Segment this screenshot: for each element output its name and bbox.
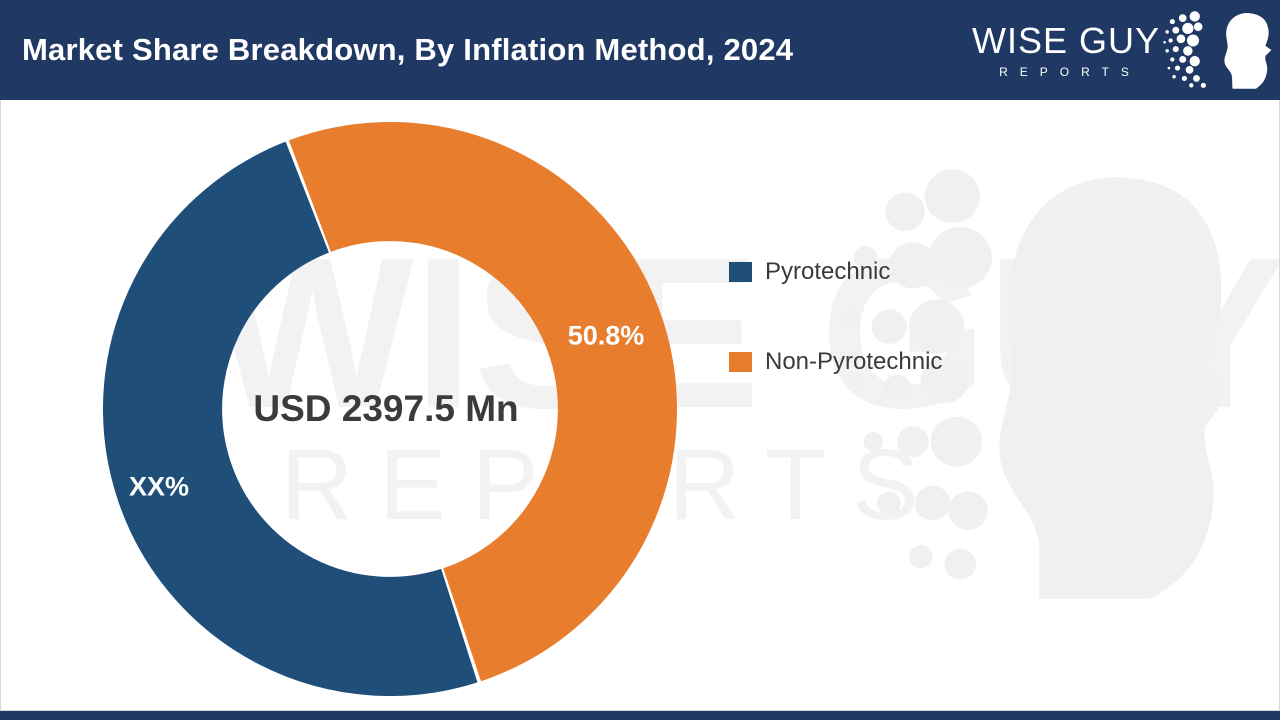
donut-segment-pyrotechnic: [103, 122, 677, 696]
footer-bar: [0, 711, 1280, 720]
brand-subname: REPORTS: [999, 64, 1141, 79]
brand-name: WISE GUY: [971, 19, 1160, 61]
legend-label-pyrotechnic: Pyrotechnic: [765, 258, 891, 285]
donut-segment-non-pyrotechnic: [103, 122, 677, 696]
chart-canvas: WISE GUY REPORTS 50.8% XX% USD 2397.5 Mn…: [0, 100, 1280, 711]
donut-center-value: USD 2397.5 Mn: [253, 388, 519, 429]
donut-chart-area: 50.8% XX% USD 2397.5 Mn: [103, 122, 677, 696]
watermark-face-icon: [839, 169, 1221, 599]
header-bar: Market Share Breakdown, By Inflation Met…: [0, 0, 1280, 100]
legend-item-pyrotechnic: Pyrotechnic: [729, 258, 942, 286]
slice-label-pyrotechnic: XX%: [128, 471, 190, 502]
slice-label-non-pyrotechnic: 50.8%: [567, 320, 645, 351]
brand-face-icon: [1163, 11, 1272, 89]
brand-logo: WISE GUY REPORTS: [972, 11, 1274, 89]
donut-chart: [103, 122, 677, 696]
legend-swatch-non-pyrotechnic: [729, 352, 752, 372]
brand-logo-text: WISE GUY REPORTS: [971, 19, 1160, 79]
legend-swatch-pyrotechnic: [729, 262, 752, 282]
chart-legend: Pyrotechnic Non-Pyrotechnic: [729, 258, 942, 376]
legend-label-non-pyrotechnic: Non-Pyrotechnic: [765, 348, 943, 375]
page-title: Market Share Breakdown, By Inflation Met…: [22, 32, 794, 67]
legend-item-non-pyrotechnic: Non-Pyrotechnic: [729, 348, 942, 376]
